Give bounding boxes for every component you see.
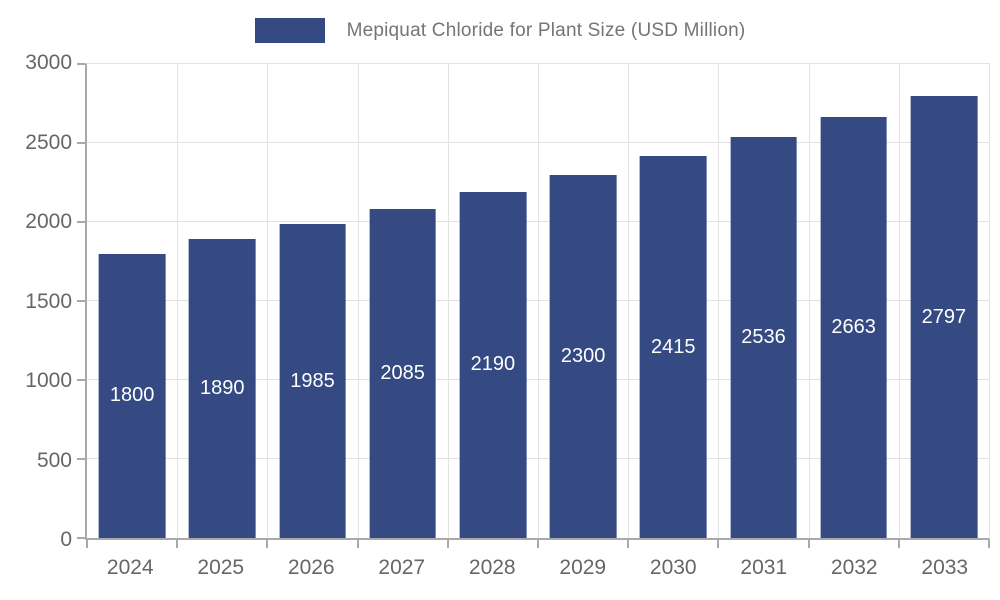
y-axis-tick-label: 500: [36, 448, 72, 472]
y-axis-tick: [77, 379, 85, 382]
bar-2033[interactable]: 2797: [910, 96, 978, 538]
legend-label: Mepiquat Chloride for Plant Size (USD Mi…: [346, 19, 746, 41]
x-axis-tick-label: 2028: [468, 556, 516, 579]
bar-value-label: 2190: [470, 353, 516, 376]
bar-2032[interactable]: 2663: [820, 117, 888, 538]
y-axis-tick-label: 2000: [25, 210, 72, 233]
y-axis-tick: [77, 458, 85, 461]
bar-2025[interactable]: 1890: [188, 239, 256, 538]
bar-value-label: 2797: [921, 305, 967, 328]
legend-swatch-icon: [254, 18, 325, 43]
x-axis-tick: [807, 540, 810, 548]
bar-2027[interactable]: 2085: [369, 208, 437, 538]
x-axis-labels: 2024 2025 2026 2027 2028 2029 2030 2031 2032 2033: [85, 556, 990, 586]
x-axis-tick-label: 2024: [106, 556, 154, 579]
x-axis-tick: [537, 540, 539, 548]
x-axis-tick-label: 2030: [649, 556, 697, 579]
x-axis-tick-label: 2032: [830, 556, 878, 579]
x-axis-tick: [356, 540, 359, 548]
x-axis-tick: [988, 540, 990, 548]
bar-value-label: 1985: [290, 369, 335, 392]
y-axis-tick: [77, 63, 85, 65]
bar-value-label: 1800: [109, 384, 155, 407]
x-axis-tick: [627, 540, 630, 548]
gridline-vertical: [357, 64, 359, 538]
bar-value-label: 2415: [651, 335, 696, 358]
bar-value-label: 2536: [741, 326, 786, 349]
x-axis-tick: [86, 540, 88, 548]
bar-value-label: 1890: [200, 377, 245, 400]
bar-value-label: 2663: [831, 316, 876, 339]
x-axis-tick-label: 2029: [559, 556, 607, 579]
x-axis-tick-label: 2025: [197, 556, 245, 579]
bar-2026[interactable]: 1985: [279, 224, 346, 538]
x-axis-tick-label: 2026: [287, 556, 335, 579]
plot-area: 1800 1890 1985 2085 2190 2300 2415 2536 2663 2797: [77, 63, 990, 548]
y-axis-tick: [77, 142, 85, 144]
bar-value-label: 2085: [380, 361, 425, 384]
x-axis-tick-label: 2031: [740, 556, 788, 579]
x-axis-tick: [266, 540, 269, 548]
y-axis-tick: [77, 300, 85, 302]
gridline-horizontal: [87, 63, 989, 64]
gridline-vertical: [447, 64, 449, 538]
bar-2030[interactable]: 2415: [639, 156, 707, 538]
y-axis-tick: [77, 537, 85, 539]
x-axis-tick: [897, 540, 900, 548]
y-axis-labels: 0 500 1000 1500 2000 2500 3000: [0, 51, 72, 551]
y-axis-tick: [77, 221, 85, 224]
chart-legend[interactable]: Mepiquat Chloride for Plant Size (USD Mi…: [0, 18, 1000, 43]
gridline-vertical: [628, 64, 630, 538]
bar-2029[interactable]: 2300: [549, 174, 617, 538]
y-axis-tick-label: 3000: [25, 51, 72, 74]
bar-2028[interactable]: 2190: [459, 191, 527, 538]
x-axis-tick-label: 2033: [921, 556, 969, 579]
x-axis-tick-label: 2027: [378, 556, 426, 579]
y-axis-tick-label: 2500: [25, 130, 72, 154]
x-axis-tick: [717, 540, 720, 548]
bar-value-label: 2300: [560, 344, 606, 367]
gridline-vertical: [267, 64, 269, 538]
gridline-vertical: [808, 64, 810, 538]
gridline-vertical: [898, 64, 900, 538]
x-axis-tick: [176, 540, 179, 548]
gridline-vertical: [177, 64, 179, 538]
y-axis-tick-label: 1500: [25, 289, 72, 313]
gridline-vertical: [718, 64, 720, 538]
y-axis-tick-label: 0: [60, 528, 72, 551]
gridline-vertical: [538, 64, 539, 538]
x-axis-tick: [446, 540, 449, 548]
bar-2024[interactable]: 1800: [98, 253, 166, 538]
y-axis-tick-label: 1000: [25, 369, 72, 392]
bar-2031[interactable]: 2536: [730, 137, 797, 538]
